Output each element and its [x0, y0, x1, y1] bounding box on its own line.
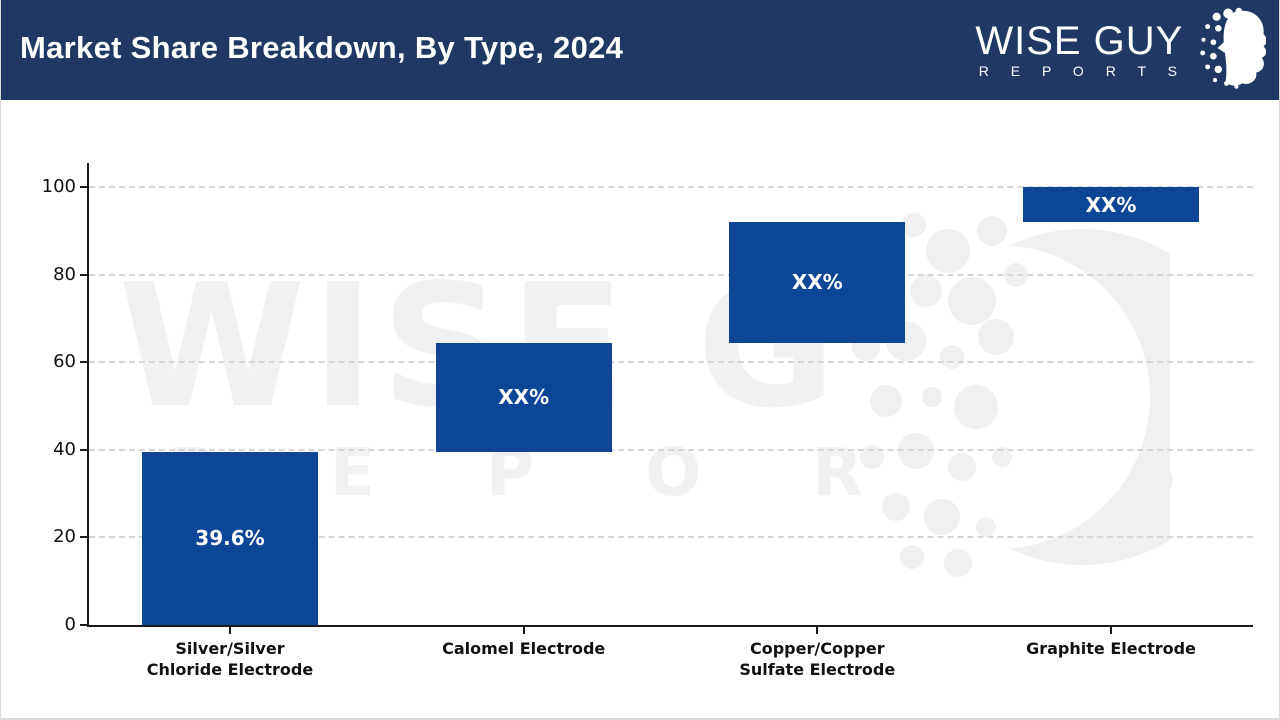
y-tick-label: 20: [53, 526, 76, 548]
y-tick-label: 40: [53, 438, 76, 460]
y-tick-mark: [80, 361, 87, 364]
bar-value-label: XX%: [791, 270, 843, 295]
y-tick-label: 60: [53, 351, 76, 373]
brand-name: WISE GUY: [975, 19, 1184, 63]
y-tick-mark: [80, 448, 87, 451]
brand-subtitle: R E P O R T S: [978, 63, 1186, 79]
y-tick-mark: [80, 186, 87, 188]
x-tick-mark: [816, 627, 819, 634]
gridline: [89, 361, 1253, 364]
y-tick-mark: [80, 273, 87, 276]
wiseguy-head-icon: [1192, 4, 1267, 96]
bar-value-label: 39.6%: [195, 526, 265, 551]
header-band: Market Share Breakdown, By Type, 2024 WI…: [0, 0, 1280, 100]
y-tick-label: 80: [53, 263, 76, 285]
brand-logo-text: WISE GUY R E P O R T S: [973, 21, 1186, 79]
x-category-label: Graphite Electrode: [1026, 639, 1196, 658]
bar-value-label: XX%: [498, 385, 550, 410]
gridline: [89, 536, 1253, 539]
y-tick-label: 0: [64, 614, 76, 635]
y-axis-line: [87, 163, 89, 627]
gridline: [89, 273, 1253, 276]
brand-logo: WISE GUY R E P O R T S: [973, 4, 1267, 96]
bar-value-label: XX%: [1085, 192, 1137, 217]
bar-segment: XX%: [729, 222, 906, 343]
y-tick-mark: [80, 624, 87, 626]
bar-segment: XX%: [1023, 187, 1199, 223]
x-category-label: Copper/Copper Sulfate Electrode: [739, 639, 896, 680]
x-axis-line: [87, 625, 1253, 627]
y-tick-mark: [80, 536, 87, 539]
x-tick-mark: [1110, 627, 1112, 634]
gridline: [89, 186, 1253, 188]
x-tick-mark: [522, 627, 525, 634]
x-category-label: Calomel Electrode: [442, 639, 606, 658]
bar-segment: 39.6%: [142, 451, 318, 625]
x-tick-mark: [229, 627, 231, 634]
y-tick-label: 100: [41, 176, 76, 197]
gridline: [89, 448, 1253, 451]
page-title: Market Share Breakdown, By Type, 2024: [20, 30, 624, 65]
bar-segment: XX%: [435, 342, 612, 452]
x-category-label: Silver/Silver Chloride Electrode: [146, 639, 314, 680]
